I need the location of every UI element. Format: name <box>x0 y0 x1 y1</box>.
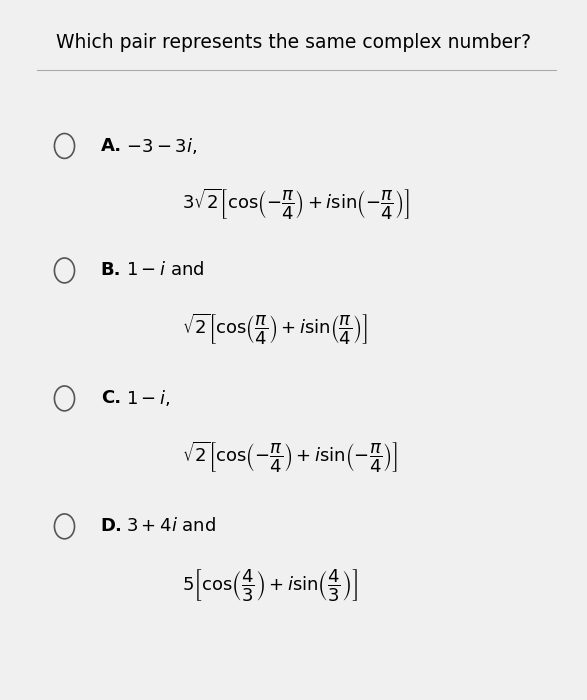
Text: Which pair represents the same complex number?: Which pair represents the same complex n… <box>56 33 531 52</box>
Text: $3\sqrt{2}\left[\cos\!\left(-\dfrac{\pi}{4}\right)+ i\sin\!\left(-\dfrac{\pi}{4}: $3\sqrt{2}\left[\cos\!\left(-\dfrac{\pi}… <box>182 187 409 223</box>
Text: $1 - i,$: $1 - i,$ <box>126 389 170 408</box>
Text: $1 - i$ and: $1 - i$ and <box>126 262 204 279</box>
Text: $\sqrt{2}\left[\cos\!\left(-\dfrac{\pi}{4}\right)+ i\sin\!\left(-\dfrac{\pi}{4}\: $\sqrt{2}\left[\cos\!\left(-\dfrac{\pi}{… <box>182 440 398 475</box>
Text: B.: B. <box>101 262 122 279</box>
Text: A.: A. <box>101 137 122 155</box>
Text: C.: C. <box>101 389 121 407</box>
Text: $\sqrt{2}\left[\cos\!\left(\dfrac{\pi}{4}\right)+ i\sin\!\left(\dfrac{\pi}{4}\ri: $\sqrt{2}\left[\cos\!\left(\dfrac{\pi}{4… <box>182 312 367 346</box>
Text: $3 + 4i$ and: $3 + 4i$ and <box>126 517 216 536</box>
Text: D.: D. <box>101 517 123 536</box>
Text: $5\left[\cos\!\left(\dfrac{4}{3}\right)+ i\sin\!\left(\dfrac{4}{3}\right)\right]: $5\left[\cos\!\left(\dfrac{4}{3}\right)+… <box>182 567 357 603</box>
Text: $-3 - 3i,$: $-3 - 3i,$ <box>126 136 197 156</box>
